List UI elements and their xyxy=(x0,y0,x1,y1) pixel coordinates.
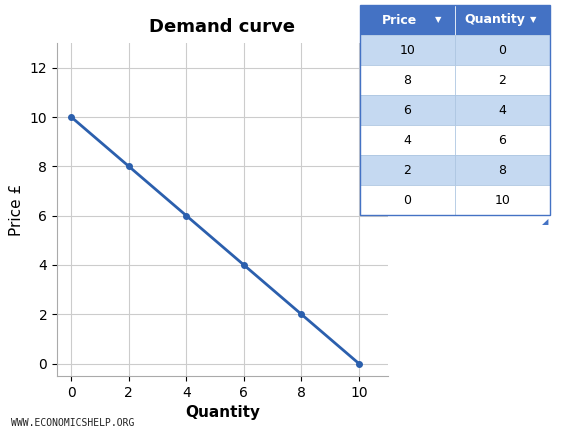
Text: 6: 6 xyxy=(499,133,506,146)
Y-axis label: Price £: Price £ xyxy=(9,184,24,235)
Text: 10: 10 xyxy=(400,44,416,57)
Title: Demand curve: Demand curve xyxy=(149,18,295,36)
X-axis label: Quantity: Quantity xyxy=(185,405,260,420)
Text: Price: Price xyxy=(382,13,417,26)
Text: ◢: ◢ xyxy=(542,217,548,226)
Text: 0: 0 xyxy=(404,194,412,206)
Text: 2: 2 xyxy=(499,73,506,86)
Text: 0: 0 xyxy=(499,44,507,57)
Text: ▼: ▼ xyxy=(530,16,536,25)
Text: 6: 6 xyxy=(404,104,412,117)
Text: 10: 10 xyxy=(495,194,511,206)
Text: 4: 4 xyxy=(404,133,412,146)
Text: WWW.ECONOMICSHELP.ORG: WWW.ECONOMICSHELP.ORG xyxy=(11,417,135,428)
Text: Quantity: Quantity xyxy=(465,13,526,26)
Text: 2: 2 xyxy=(404,163,412,177)
Text: 8: 8 xyxy=(499,163,507,177)
Text: 8: 8 xyxy=(404,73,412,86)
Text: ▼: ▼ xyxy=(435,16,441,25)
Text: 4: 4 xyxy=(499,104,506,117)
